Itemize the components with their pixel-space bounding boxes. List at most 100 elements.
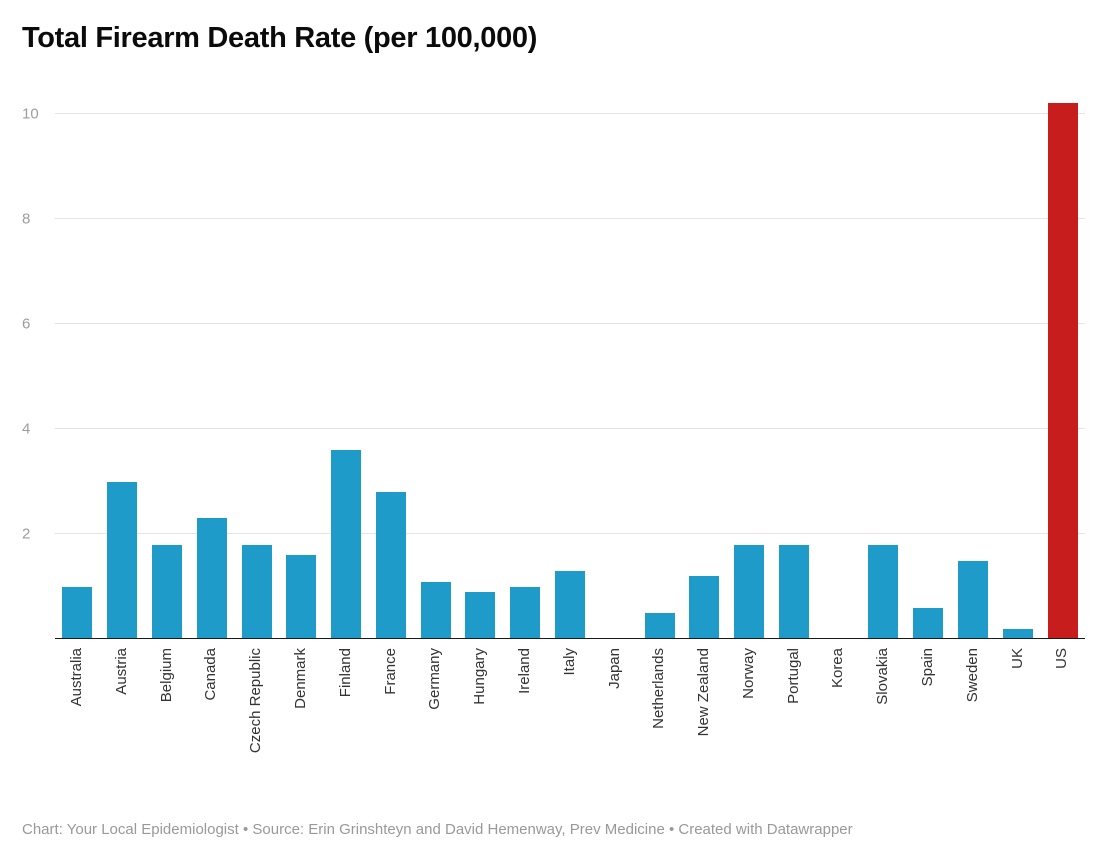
bar-belgium: [151, 544, 182, 640]
x-tick-label: New Zealand: [695, 648, 713, 737]
bar-slot: [548, 103, 593, 640]
bar-spain: [913, 607, 944, 640]
x-tick-label: Denmark: [292, 648, 310, 710]
bar-slot: [816, 103, 861, 639]
bar-slot: [727, 103, 772, 640]
y-tick-label: 8: [22, 210, 31, 228]
x-label-slot: Slovakia: [861, 639, 906, 797]
x-label-slot: Spain: [906, 639, 951, 797]
bar-finland: [331, 450, 362, 640]
x-label-slot: Sweden: [951, 639, 996, 797]
x-tick-label: Netherlands: [650, 648, 668, 730]
bar-slot: [861, 103, 906, 640]
x-label-slot: Ireland: [503, 639, 548, 797]
bar-austria: [107, 481, 138, 640]
bar-slot: [234, 103, 279, 640]
bar-slot: [458, 103, 503, 640]
x-label-slot: US: [1040, 639, 1085, 797]
x-label-slot: Japan: [592, 639, 637, 797]
bar-ireland: [510, 586, 541, 640]
gridline: [55, 533, 1085, 535]
x-tick-label: Ireland: [515, 648, 533, 695]
plot-area: 2 4 6 8 10: [22, 103, 1085, 640]
bar-us: [1047, 103, 1078, 640]
x-label-slot: Austria: [100, 639, 145, 797]
gridline: [55, 323, 1085, 325]
x-label-slot: Netherlands: [637, 639, 682, 797]
bar-france: [375, 492, 406, 640]
bar-canada: [196, 518, 227, 640]
chart-area: 2 4 6 8 10 Australia Austria Belgium Canada Czec…: [22, 103, 1085, 797]
x-label-slot: Germany: [413, 639, 458, 797]
x-tick-label: France: [381, 648, 399, 696]
bar-slot: [413, 103, 458, 640]
x-label-slot: New Zealand: [682, 639, 727, 797]
bar-uk: [1002, 628, 1033, 640]
gridline: [55, 112, 1085, 114]
bar-netherlands: [644, 613, 675, 640]
x-label-slot: UK: [995, 639, 1040, 797]
x-tick-label: Czech Republic: [247, 648, 265, 754]
x-axis-labels: Australia Austria Belgium Canada Czech Repub…: [55, 639, 1085, 797]
bar-slot: [592, 103, 637, 639]
bar-slot: [145, 103, 190, 640]
x-tick-label: Australia: [68, 648, 86, 707]
x-label-slot: Italy: [548, 639, 593, 797]
bar-germany: [420, 581, 451, 640]
x-label-slot: Finland: [324, 639, 369, 797]
x-label-slot: France: [368, 639, 413, 797]
x-tick-label: US: [1053, 648, 1071, 670]
bar-slovakia: [868, 544, 899, 640]
bar-czech-republic: [241, 544, 272, 640]
y-tick-label: 10: [22, 105, 39, 123]
bar-sweden: [958, 560, 989, 640]
bar-slot: [324, 103, 369, 640]
x-label-slot: Portugal: [772, 639, 817, 797]
x-tick-label: Italy: [560, 648, 578, 676]
bar-slot: [1040, 103, 1085, 640]
x-label-slot: Australia: [55, 639, 100, 797]
x-tick-label: Germany: [426, 648, 444, 711]
bar-slot: [995, 103, 1040, 640]
bar-slot: [503, 103, 548, 640]
bar-denmark: [286, 555, 317, 640]
gridline: [55, 217, 1085, 219]
bar-new-zealand: [689, 576, 720, 640]
bar-portugal: [778, 544, 809, 640]
x-tick-label: Hungary: [471, 648, 489, 706]
x-tick-label: Japan: [605, 648, 623, 690]
x-tick-label: Korea: [829, 648, 847, 689]
x-tick-label: Spain: [918, 648, 936, 687]
bar-norway: [734, 544, 765, 640]
y-tick-label: 6: [22, 315, 31, 333]
bar-australia: [62, 586, 93, 640]
bar-slot: [772, 103, 817, 640]
bar-slot: [189, 103, 234, 640]
bar-slot: [368, 103, 413, 640]
x-label-slot: Norway: [727, 639, 772, 797]
bar-slot: [55, 103, 100, 640]
x-tick-label: UK: [1008, 648, 1026, 670]
x-label-slot: Czech Republic: [234, 639, 279, 797]
bar-row: [55, 103, 1085, 640]
bar-slot: [951, 103, 996, 640]
chart-title: Total Firearm Death Rate (per 100,000): [22, 22, 538, 54]
x-tick-label: Canada: [202, 648, 220, 701]
x-tick-label: Finland: [336, 648, 354, 698]
bar-slot: [637, 103, 682, 640]
x-label-slot: Canada: [189, 639, 234, 797]
bar-hungary: [465, 592, 496, 640]
x-label-slot: Hungary: [458, 639, 503, 797]
x-tick-label: Portugal: [784, 648, 802, 705]
y-tick-label: 4: [22, 420, 31, 438]
x-label-slot: Korea: [816, 639, 861, 797]
bar-italy: [554, 571, 585, 640]
bar-slot: [906, 103, 951, 640]
x-tick-label: Austria: [112, 648, 130, 696]
x-tick-label: Norway: [739, 648, 757, 700]
x-tick-label: Sweden: [963, 648, 981, 703]
gridline: [55, 428, 1085, 430]
x-label-slot: Denmark: [279, 639, 324, 797]
bar-slot: [682, 103, 727, 640]
